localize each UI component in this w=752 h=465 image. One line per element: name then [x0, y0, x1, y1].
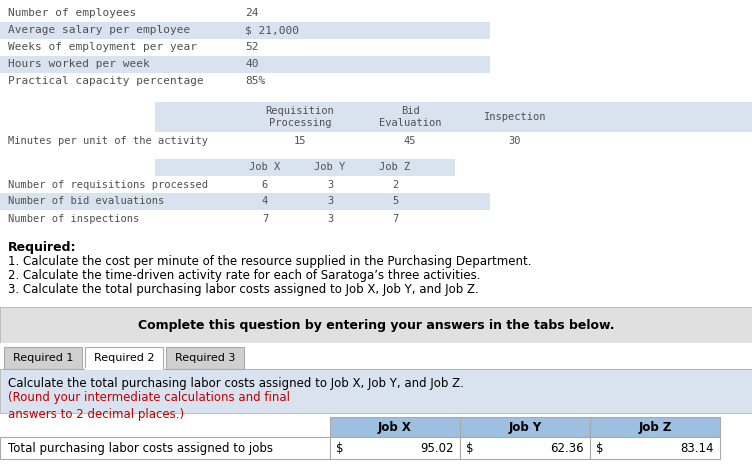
Bar	[0, 5, 490, 22]
Text: Average salary per employee: Average salary per employee	[8, 26, 190, 35]
Text: Number of bid evaluations: Number of bid evaluations	[8, 197, 164, 206]
Bar	[330, 437, 460, 459]
Text: Number of inspections: Number of inspections	[8, 213, 139, 224]
Text: 83.14: 83.14	[681, 441, 714, 454]
Bar	[590, 417, 720, 437]
Bar	[0, 73, 490, 90]
Text: Job X: Job X	[250, 162, 280, 173]
Text: Total purchasing labor costs assigned to jobs: Total purchasing labor costs assigned to…	[8, 441, 273, 454]
Text: $ 21,000: $ 21,000	[245, 26, 299, 35]
Text: Practical capacity percentage: Practical capacity percentage	[8, 77, 204, 86]
Text: 40: 40	[245, 60, 259, 69]
Text: 3: 3	[327, 197, 333, 206]
Bar	[4, 347, 82, 369]
Text: Job Y: Job Y	[508, 420, 541, 433]
Text: Job Y: Job Y	[314, 162, 346, 173]
Text: 85%: 85%	[245, 77, 265, 86]
Text: Number of requisitions processed: Number of requisitions processed	[8, 179, 208, 190]
Bar	[85, 347, 163, 369]
Text: Required 2: Required 2	[94, 353, 154, 363]
Text: 52: 52	[245, 42, 259, 53]
Text: Minutes per unit of the activity: Minutes per unit of the activity	[8, 135, 208, 146]
Bar	[166, 347, 244, 369]
Text: 4: 4	[262, 197, 268, 206]
Bar	[0, 210, 490, 227]
Bar	[155, 159, 455, 176]
Text: Job Z: Job Z	[638, 420, 672, 433]
Text: Number of employees: Number of employees	[8, 8, 136, 19]
Text: 30: 30	[509, 135, 521, 146]
Text: 95.02: 95.02	[420, 441, 454, 454]
Text: Required 3: Required 3	[174, 353, 235, 363]
Text: 2: 2	[392, 179, 398, 190]
Bar	[0, 343, 752, 371]
Bar	[460, 437, 590, 459]
Bar	[0, 22, 490, 39]
Text: $: $	[596, 441, 604, 454]
Text: 2. Calculate the time-driven activity rate for each of Saratoga’s three activiti: 2. Calculate the time-driven activity ra…	[8, 269, 481, 282]
Text: Weeks of employment per year: Weeks of employment per year	[8, 42, 197, 53]
Text: Bid
Evaluation: Bid Evaluation	[379, 106, 441, 128]
Bar	[590, 437, 720, 459]
Bar	[0, 39, 490, 56]
Text: $: $	[336, 441, 344, 454]
Text: 5: 5	[392, 197, 398, 206]
Bar	[460, 417, 590, 437]
Text: 62.36: 62.36	[550, 441, 584, 454]
Text: 7: 7	[392, 213, 398, 224]
Bar	[155, 102, 752, 132]
Text: Hours worked per week: Hours worked per week	[8, 60, 150, 69]
Text: Requisition
Processing: Requisition Processing	[265, 106, 335, 128]
Text: Job Z: Job Z	[379, 162, 411, 173]
Bar	[330, 417, 460, 437]
Text: 7: 7	[262, 213, 268, 224]
Bar	[0, 176, 490, 193]
Text: 6: 6	[262, 179, 268, 190]
Text: Required:: Required:	[8, 241, 77, 254]
Bar	[0, 193, 490, 210]
Text: $: $	[466, 441, 474, 454]
Text: (Round your intermediate calculations and final
answers to 2 decimal places.): (Round your intermediate calculations an…	[8, 391, 290, 421]
Bar	[0, 437, 330, 459]
Text: Job X: Job X	[378, 420, 412, 433]
Bar	[0, 307, 752, 343]
Text: Inspection: Inspection	[484, 112, 546, 122]
Text: Calculate the total purchasing labor costs assigned to Job X, Job Y, and Job Z.: Calculate the total purchasing labor cos…	[8, 377, 468, 390]
Text: 3: 3	[327, 179, 333, 190]
Text: Complete this question by entering your answers in the tabs below.: Complete this question by entering your …	[138, 319, 614, 332]
Text: 3. Calculate the total purchasing labor costs assigned to Job X, Job Y, and Job : 3. Calculate the total purchasing labor …	[8, 283, 479, 296]
Text: 3: 3	[327, 213, 333, 224]
Text: 1. Calculate the cost per minute of the resource supplied in the Purchasing Depa: 1. Calculate the cost per minute of the …	[8, 255, 532, 268]
Text: Required 1: Required 1	[13, 353, 73, 363]
Bar	[0, 56, 490, 73]
Text: 15: 15	[294, 135, 306, 146]
Bar	[0, 369, 752, 413]
Text: 45: 45	[404, 135, 417, 146]
Text: 24: 24	[245, 8, 259, 19]
